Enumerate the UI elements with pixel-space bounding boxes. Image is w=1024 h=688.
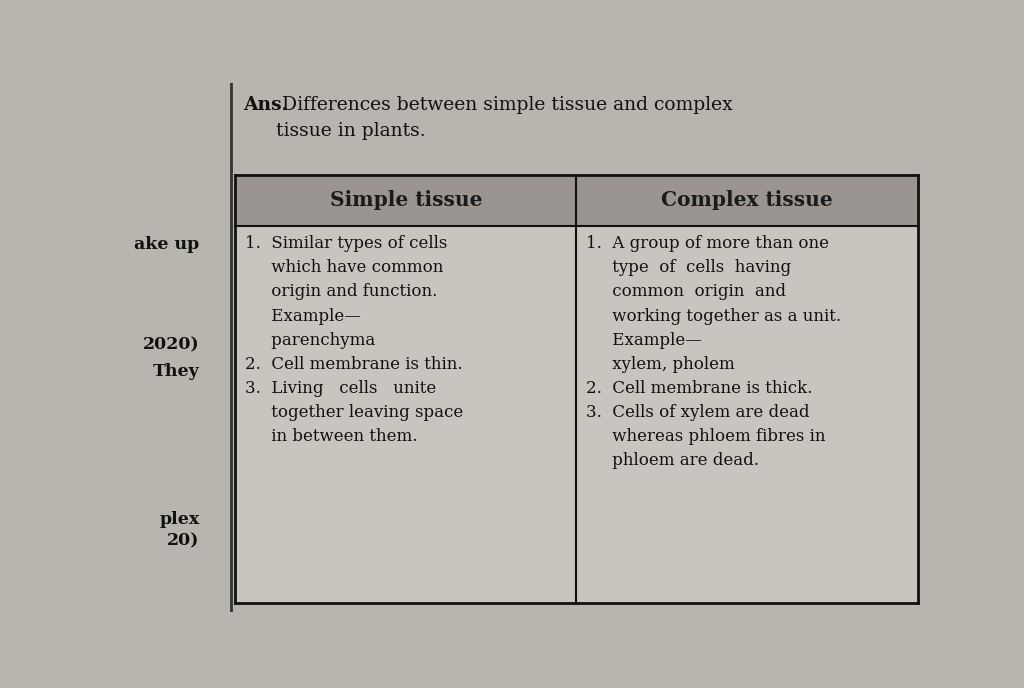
Text: 1.  Similar types of cells
     which have common
     origin and function.
    : 1. Similar types of cells which have com… [245, 235, 463, 445]
Bar [236, 175, 577, 226]
Text: 2020): 2020) [142, 336, 200, 354]
Text: 1.  A group of more than one
     type  of  cells  having
     common  origin  a: 1. A group of more than one type of cell… [586, 235, 841, 469]
Text: 20): 20) [167, 533, 200, 549]
Text: Complex tissue: Complex tissue [662, 191, 833, 211]
Bar [236, 226, 918, 603]
Bar [577, 175, 918, 226]
Text: Simple tissue: Simple tissue [330, 191, 482, 211]
Text: ake up: ake up [134, 235, 200, 252]
Text: Differences between simple tissue and complex
tissue in plants.: Differences between simple tissue and co… [275, 96, 732, 140]
Text: plex: plex [159, 511, 200, 528]
Text: They: They [153, 363, 200, 380]
Text: Ans.: Ans. [243, 96, 288, 114]
